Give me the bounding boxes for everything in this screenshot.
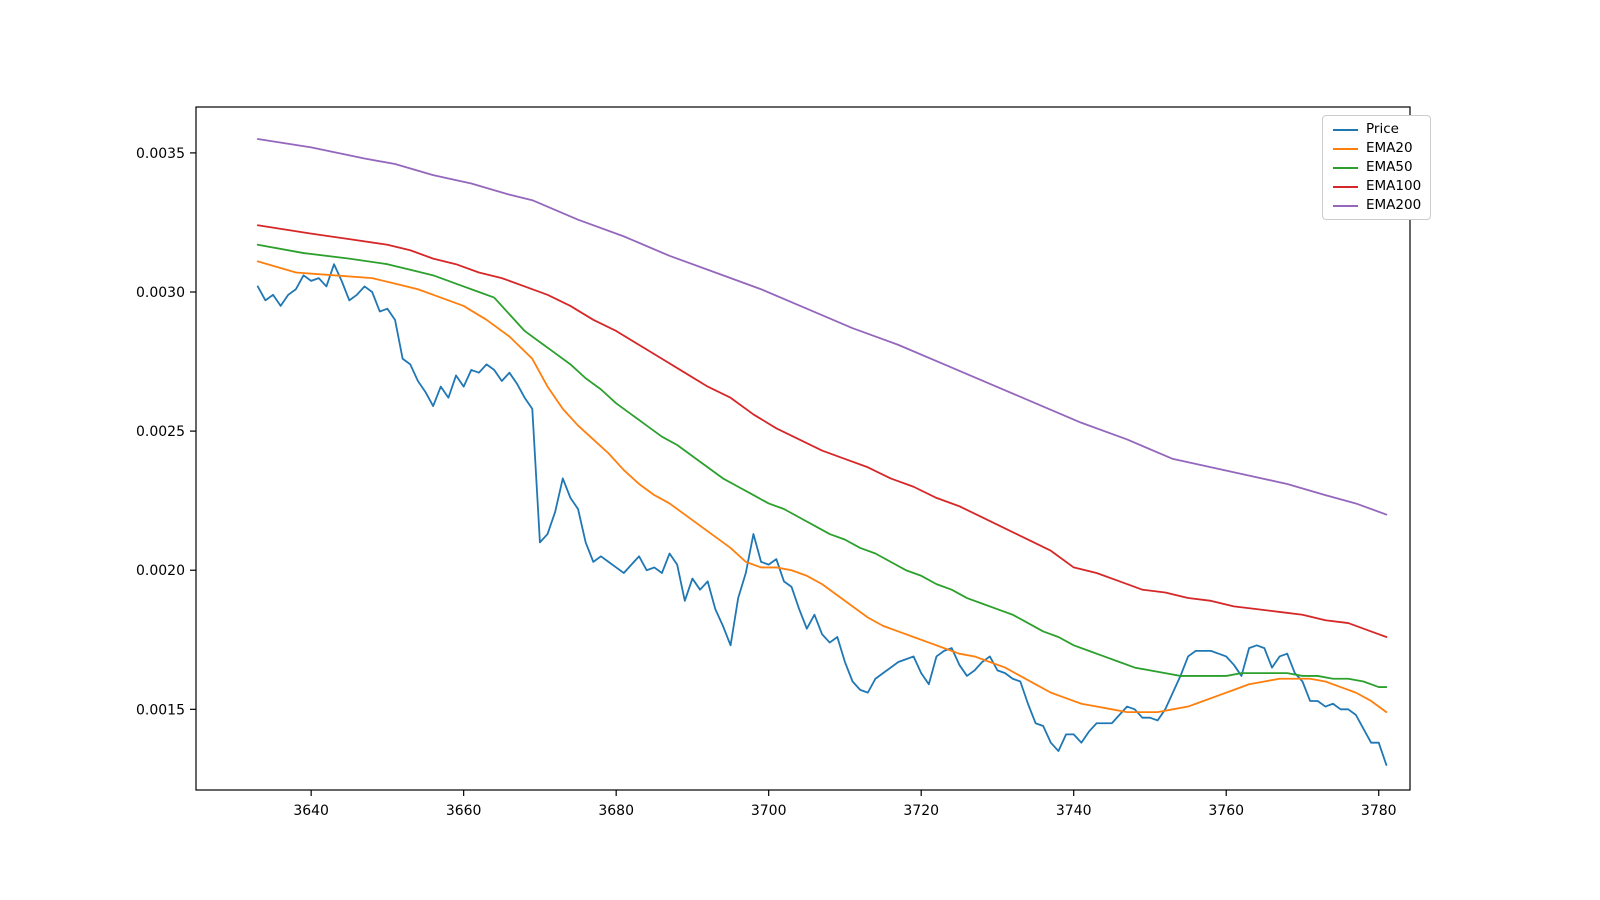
legend-label: EMA100	[1366, 178, 1422, 194]
legend: Price EMA20 EMA50 EMA100 EMA200	[1322, 115, 1432, 220]
x-tick-label: 3640	[293, 803, 329, 819]
x-tick-label: 3780	[1361, 803, 1397, 819]
series-line-price	[256, 263, 1388, 766]
legend-label: EMA200	[1366, 197, 1422, 213]
x-tick-label: 3760	[1208, 803, 1244, 819]
x-tick-label: 3680	[598, 803, 634, 819]
x-tick-label: 3740	[1056, 803, 1092, 819]
legend-entry-price: Price	[1333, 122, 1421, 137]
x-tick-label: 3700	[751, 803, 787, 819]
legend-line-swatch	[1333, 166, 1358, 169]
plot-border	[195, 106, 1411, 791]
series-line-ema20	[256, 260, 1388, 713]
y-tick-label: 0.0030	[136, 285, 185, 301]
series-line-ema50	[256, 243, 1388, 688]
legend-line-swatch	[1333, 147, 1358, 150]
legend-entry-ema200: EMA200	[1333, 198, 1421, 213]
legend-line-swatch	[1333, 204, 1358, 207]
legend-entry-ema50: EMA50	[1333, 160, 1421, 175]
legend-label: Price	[1366, 121, 1399, 137]
x-tick-label: 3720	[903, 803, 939, 819]
y-tick-label: 0.0025	[136, 424, 185, 440]
x-tick-label: 3660	[446, 803, 482, 819]
y-tick-label: 0.0020	[136, 563, 185, 579]
legend-line-swatch	[1333, 185, 1358, 188]
legend-entry-ema20: EMA20	[1333, 141, 1421, 156]
y-tick-label: 0.0015	[136, 702, 185, 718]
legend-label: EMA50	[1366, 159, 1413, 175]
series-line-ema100	[256, 224, 1388, 638]
y-tick-label: 0.0035	[136, 146, 185, 162]
legend-entry-ema100: EMA100	[1333, 179, 1421, 194]
legend-line-swatch	[1333, 128, 1358, 131]
legend-label: EMA20	[1366, 140, 1413, 156]
series-line-ema200	[256, 138, 1388, 516]
